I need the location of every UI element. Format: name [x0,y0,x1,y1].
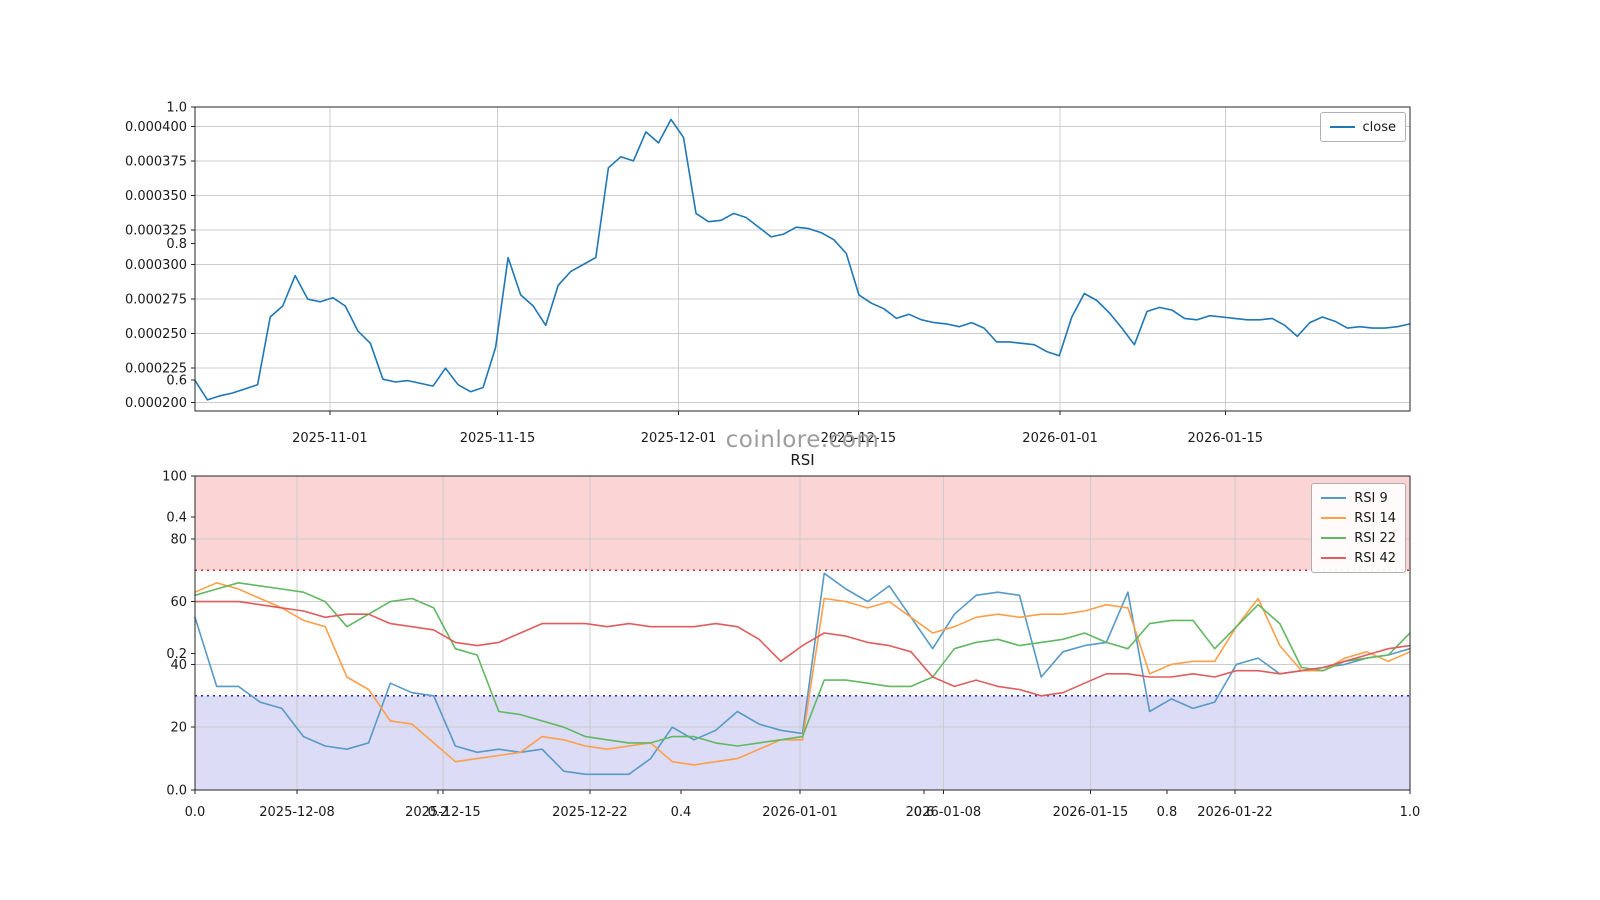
y-tick-label: 100 [162,470,187,485]
rsi14-line-sample [1321,517,1347,519]
rsi-chart-legend: RSI 9 RSI 14 RSI 22 RSI 42 [1311,483,1406,573]
overlay-x-tick-label: 1.0 [1400,805,1421,820]
overlay-x-tick-label: 0.2 [428,805,449,820]
y-tick-label: 20 [170,721,187,736]
y-tick-label: 0.000200 [125,396,187,411]
y-tick-label: 0.000350 [125,189,187,204]
series-rsi-14 [194,581,1411,766]
overlay-y-tick-label: 0.6 [166,374,187,389]
legend-label-rsi14: RSI 14 [1354,510,1396,526]
y-tick-label: 0.000400 [125,120,187,135]
series-rsi-9 [194,572,1411,776]
overlay-y-tick-label: 0.2 [166,647,187,662]
legend-entry-rsi9: RSI 9 [1321,488,1396,508]
rsi-chart-title: RSI [790,451,815,469]
close-line-sample [1329,126,1355,128]
x-tick-label: 2026-01-01 [762,805,838,820]
overlay-x-tick-label: 0.0 [185,805,206,820]
y-tick-label: 40 [170,658,187,673]
overlay-y-tick-label: 0.0 [166,784,187,799]
rsi42-line-sample [1321,557,1347,559]
x-tick-label: 2025-12-15 [821,431,897,446]
overlay-x-tick-label: 0.4 [671,805,692,820]
plot-frame [194,106,1411,412]
legend-label-rsi22: RSI 22 [1354,530,1396,546]
y-tick-label: 0.000375 [125,154,187,169]
x-tick-label: 2026-01-01 [1022,431,1098,446]
legend-entry-close: close [1329,117,1396,137]
oversold-band [195,695,1410,790]
y-tick-label: 0.000275 [125,293,187,308]
overlay-y-tick-label: 0.8 [166,237,187,252]
x-tick-label: 2026-01-22 [1197,805,1273,820]
y-tick-label: 80 [170,532,187,547]
legend-label-close: close [1362,119,1396,135]
x-tick-label: 2026-01-15 [1188,431,1264,446]
y-tick-label: 0.000300 [125,258,187,273]
series-close [194,118,1411,401]
plot-frame [194,475,1411,791]
x-tick-label: 2026-01-15 [1053,805,1129,820]
rsi9-line-sample [1321,497,1347,499]
x-tick-label: 2025-12-01 [641,431,717,446]
watermark: coinlore.com [725,427,880,453]
series-rsi-22 [194,581,1411,747]
x-tick-label: 2025-11-01 [292,431,368,446]
price-chart-legend: close [1319,112,1406,142]
overlay-y-tick-label: 1.0 [166,101,187,116]
y-tick-label: 60 [170,595,187,610]
x-tick-label: 2025-12-08 [259,805,335,820]
x-tick-label: 2025-11-15 [460,431,536,446]
overbought-band [195,476,1410,571]
y-tick-label: 0.000250 [125,327,187,342]
legend-label-rsi42: RSI 42 [1354,550,1396,566]
y-tick-label: 0.000325 [125,223,187,238]
legend-entry-rsi14: RSI 14 [1321,508,1396,528]
x-tick-label: 2025-12-22 [552,805,628,820]
series-rsi-42 [194,600,1411,697]
overlay-y-tick-label: 0.4 [166,510,187,525]
legend-label-rsi9: RSI 9 [1354,490,1388,506]
x-tick-label: 2026-01-08 [906,805,982,820]
y-tick-label: 0.000225 [125,362,187,377]
x-tick-label: 2025-12-15 [405,805,481,820]
rsi22-line-sample [1321,537,1347,539]
legend-entry-rsi22: RSI 22 [1321,528,1396,548]
legend-entry-rsi42: RSI 42 [1321,548,1396,568]
overlay-x-tick-label: 0.6 [914,805,935,820]
overlay-x-tick-label: 0.8 [1157,805,1178,820]
